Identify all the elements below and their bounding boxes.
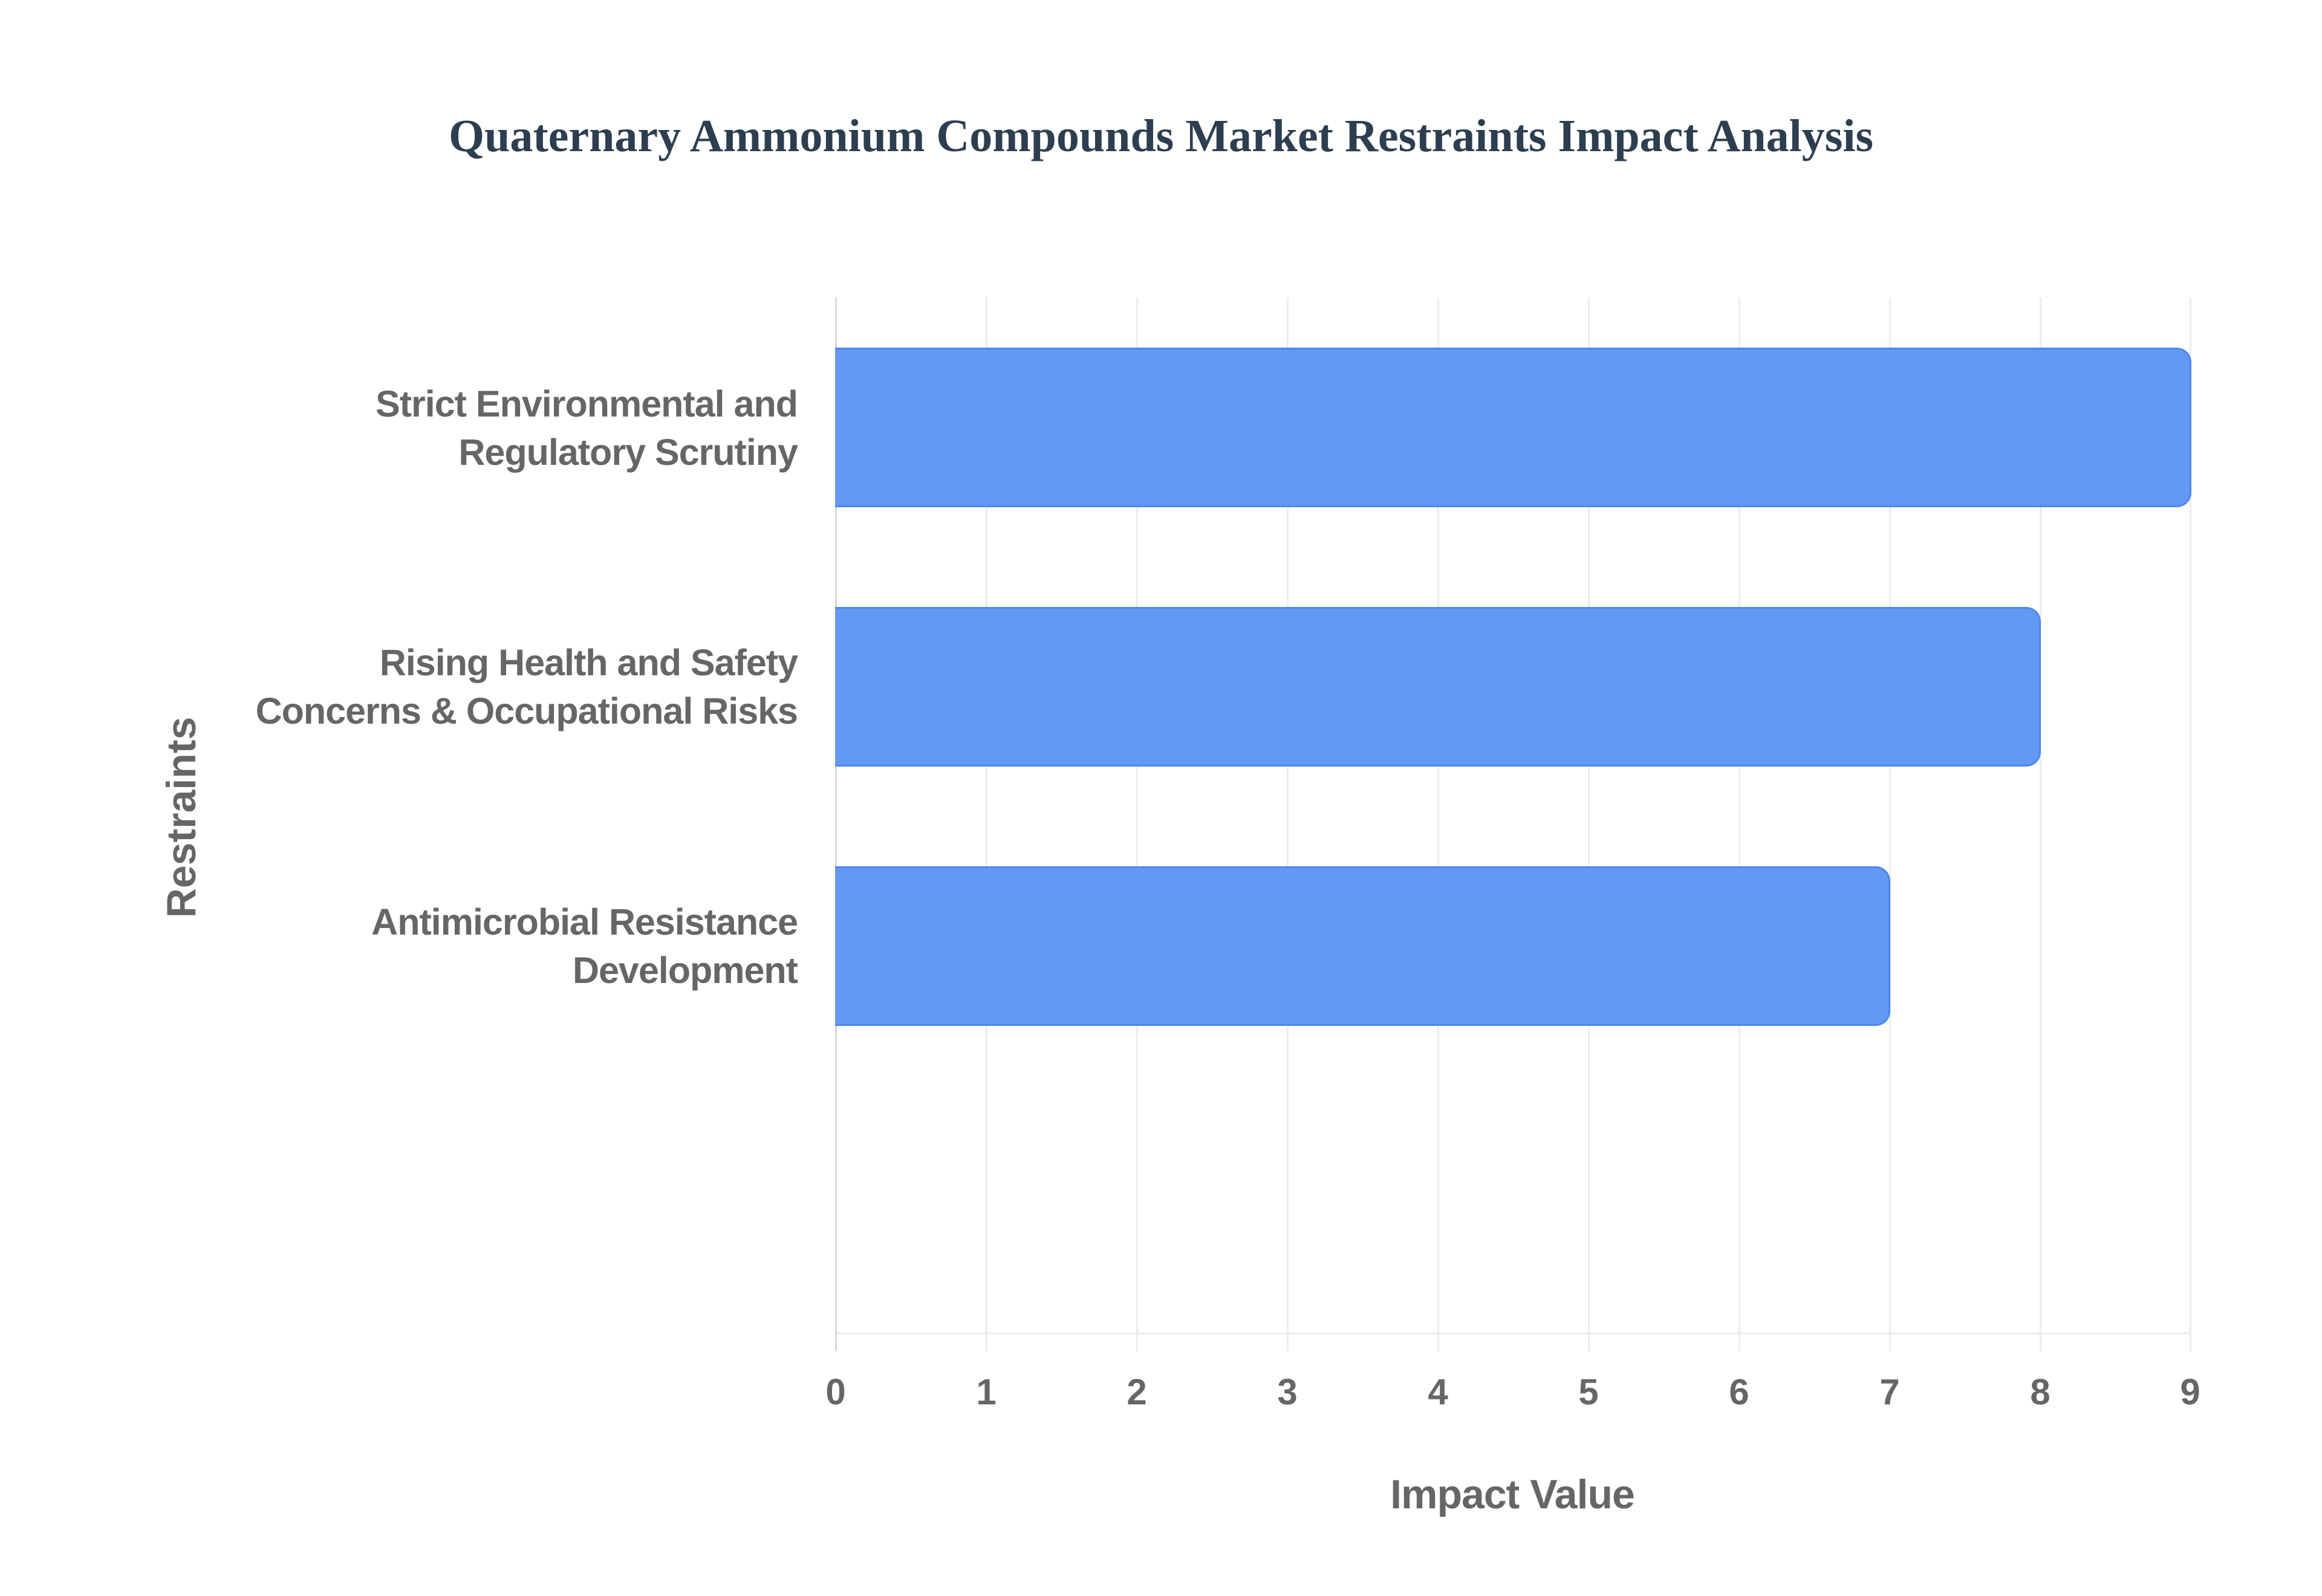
grid-line xyxy=(2040,297,2041,1351)
x-tick-label: 4 xyxy=(1428,1372,1448,1412)
x-tick-label: 8 xyxy=(2030,1372,2050,1412)
bar-strict-environmental-regulatory[interactable] xyxy=(835,348,2191,507)
grid-line xyxy=(2190,297,2191,1351)
y-label-category-3: Antimicrobial Resistance Development xyxy=(193,898,798,994)
y-axis-line xyxy=(835,297,837,1351)
bar-antimicrobial-resistance[interactable] xyxy=(835,866,1890,1026)
y-label-category-1: Strict Environmental and Regulatory Scru… xyxy=(193,380,798,476)
y-label-line: Strict Environmental and xyxy=(376,383,798,424)
grid-line xyxy=(986,297,987,1351)
grid-line xyxy=(1437,297,1439,1351)
y-label-line: Antimicrobial Resistance xyxy=(371,901,798,942)
x-tick-label: 5 xyxy=(1578,1372,1599,1412)
grid-line xyxy=(1136,297,1138,1351)
bar-rising-health-safety[interactable] xyxy=(835,607,2041,767)
y-label-line: Regulatory Scrutiny xyxy=(458,432,798,473)
x-axis-title: Impact Value xyxy=(1390,1471,1635,1517)
x-tick-label: 3 xyxy=(1277,1372,1298,1412)
x-tick-label: 1 xyxy=(976,1372,997,1412)
x-axis-baseline xyxy=(835,1332,2190,1334)
x-tick-label: 2 xyxy=(1127,1372,1147,1412)
grid-line xyxy=(1588,297,1590,1351)
chart-title: Quaternary Ammonium Compounds Market Res… xyxy=(448,111,1874,161)
grid-line xyxy=(1287,297,1289,1351)
x-tick-label: 6 xyxy=(1729,1372,1749,1412)
y-label-category-2: Rising Health and Safety Concerns & Occu… xyxy=(193,638,798,735)
plot-area xyxy=(835,297,2191,1351)
grid-line xyxy=(1889,297,1891,1351)
x-tick-label: 7 xyxy=(1879,1372,1900,1412)
y-label-line: Rising Health and Safety xyxy=(379,642,798,683)
x-tick-label: 0 xyxy=(825,1372,846,1412)
y-label-line: Development xyxy=(572,950,798,991)
grid-line xyxy=(1738,297,1740,1351)
x-tick-label: 9 xyxy=(2180,1372,2200,1412)
y-label-line: Concerns & Occupational Risks xyxy=(255,690,798,731)
